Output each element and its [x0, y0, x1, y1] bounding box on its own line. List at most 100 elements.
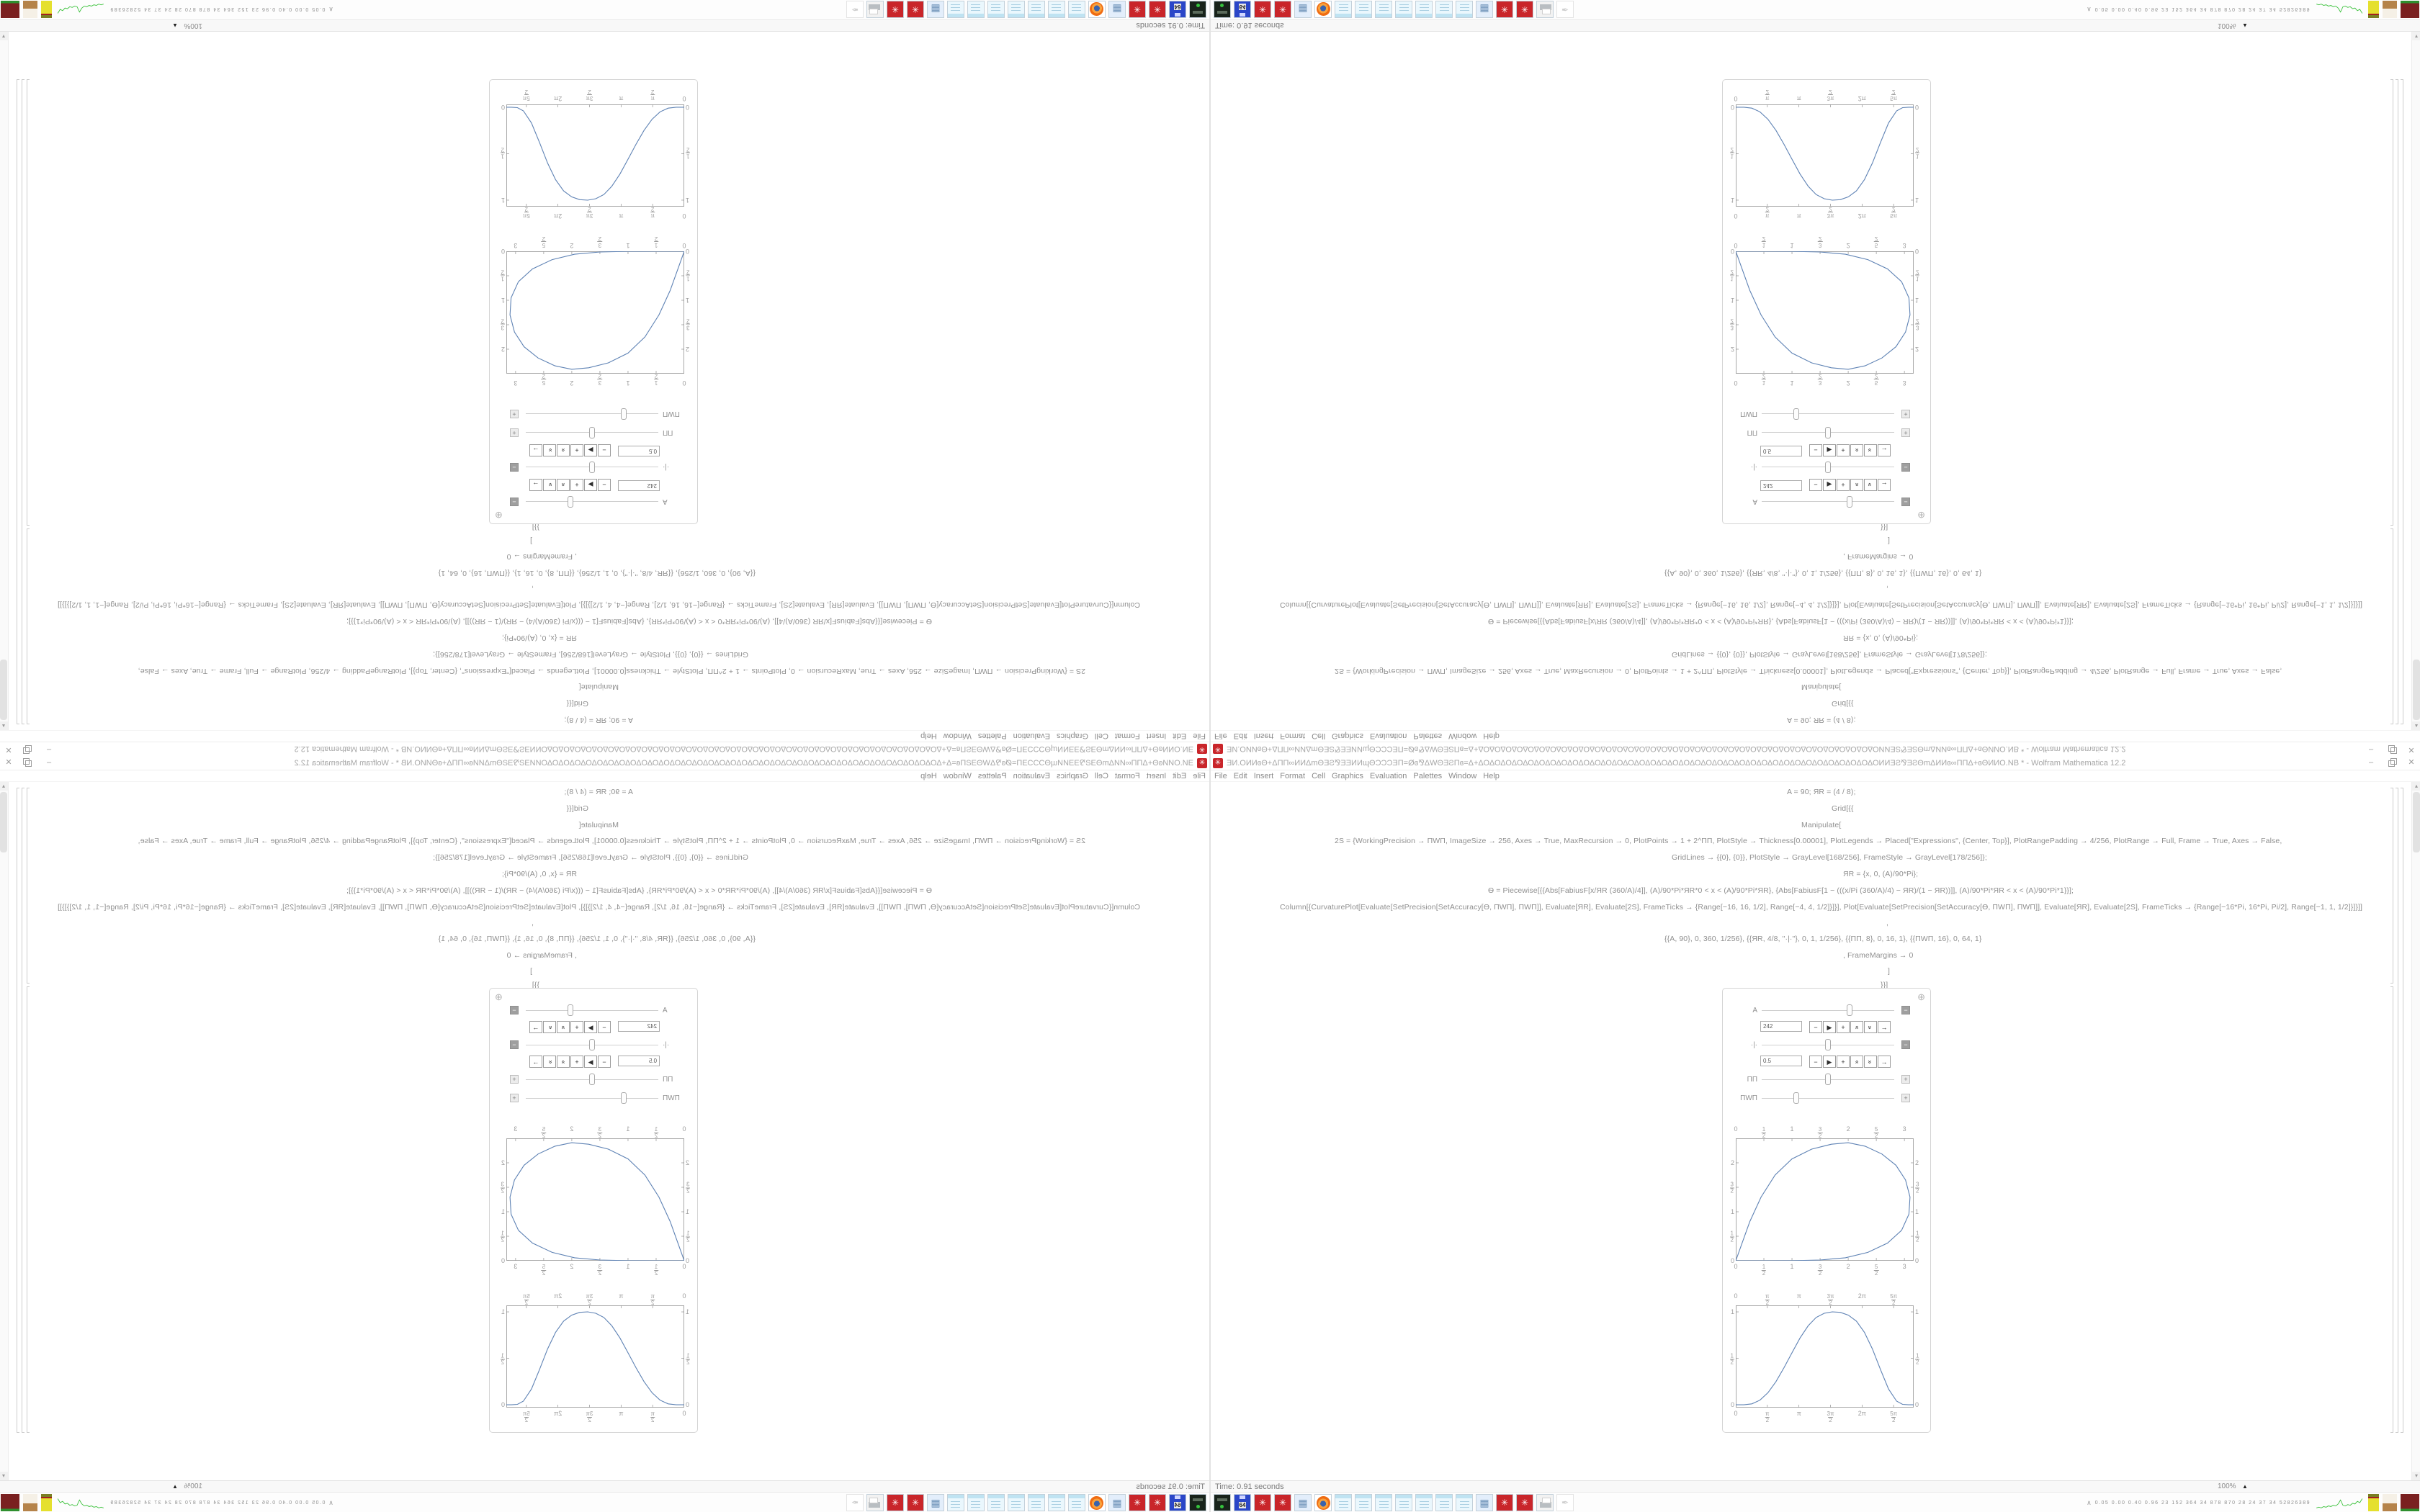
slider-handle-1[interactable]: [1825, 1039, 1831, 1050]
cell-bracket-input[interactable]: [27, 528, 30, 724]
notepad-icon[interactable]: [987, 1494, 1005, 1511]
menu-item-window[interactable]: Window: [943, 732, 972, 741]
notepad-icon[interactable]: [1068, 1494, 1085, 1511]
step-plus-button[interactable]: +: [570, 1056, 583, 1068]
calculator-icon[interactable]: ▦: [1476, 1494, 1493, 1511]
slider-track-3[interactable]: [1762, 408, 1894, 420]
menu-item-help[interactable]: Help: [1483, 732, 1500, 741]
slower-icon[interactable]: »: [543, 479, 556, 491]
gear-icon[interactable]: ✳: [1274, 1494, 1291, 1511]
floppy64-icon[interactable]: 64: [1234, 1494, 1251, 1511]
calculator-icon[interactable]: ▦: [1108, 1494, 1126, 1511]
notepad-icon[interactable]: [1048, 1, 1065, 18]
slower-icon[interactable]: »: [1864, 1021, 1877, 1033]
gear-icon[interactable]: ✳: [1496, 1494, 1513, 1511]
slider-value-field-0[interactable]: 242: [1760, 480, 1802, 491]
restore-button[interactable]: [2385, 757, 2398, 768]
menu-item-edit[interactable]: Edit: [1233, 732, 1247, 741]
cell-bracket-output[interactable]: [27, 986, 30, 1433]
slider-track-3[interactable]: [526, 1092, 658, 1104]
slider-handle-1[interactable]: [589, 462, 595, 473]
menu-item-window[interactable]: Window: [943, 771, 972, 780]
direction-icon[interactable]: →: [1878, 479, 1891, 491]
gear-icon[interactable]: ✳: [1129, 1494, 1146, 1511]
tray-expand-icon[interactable]: ∧: [328, 6, 333, 14]
magnification-popup-icon[interactable]: ▲: [172, 1483, 178, 1490]
slider-track-2[interactable]: [526, 1074, 658, 1085]
cell-bracket-group[interactable]: [2396, 788, 2398, 1433]
magnification-value[interactable]: 100%: [184, 1482, 202, 1490]
menu-item-edit[interactable]: Edit: [1173, 732, 1187, 741]
window-titlebar[interactable]: ✳ ƎИ.ОИИɞΘ+ΔПП∞ИИΔmΘƎƧ⅋ƎƎИИɰΘƆƆƆƎП=Øɞ⅋ΔW…: [1211, 756, 2420, 770]
notepad-icon[interactable]: [1008, 1, 1025, 18]
slider-value-field-1[interactable]: 0.5: [1760, 1056, 1802, 1066]
faster-icon[interactable]: »: [557, 1021, 570, 1033]
slower-icon[interactable]: »: [1864, 444, 1877, 456]
notepad-icon[interactable]: [1335, 1494, 1352, 1511]
cell-bracket-group[interactable]: [22, 788, 24, 1433]
menu-item-edit[interactable]: Edit: [1173, 771, 1187, 780]
vertical-scrollbar[interactable]: ▴ ▾: [2411, 782, 2420, 1480]
gear-icon[interactable]: ✳: [907, 1494, 924, 1511]
window-titlebar[interactable]: ✳ ƎИ.ОИИɞΘ+ΔПП∞ИИΔmΘƎƧ⅋ƎƎИИɰΘƆƆƆƎП=Øɞ⅋ΔW…: [0, 756, 1209, 770]
menu-item-window[interactable]: Window: [1448, 732, 1477, 741]
menu-item-cell[interactable]: Cell: [1312, 732, 1326, 741]
cell-bracket-output[interactable]: [2390, 79, 2393, 526]
menu-item-insert[interactable]: Insert: [1146, 771, 1167, 780]
menu-item-palettes[interactable]: Palettes: [1413, 732, 1443, 741]
slider-track-0[interactable]: [526, 496, 658, 508]
minimize-button[interactable]: –: [46, 758, 52, 767]
vertical-scrollbar[interactable]: ▴ ▾: [2411, 32, 2420, 730]
manipulate-menu-icon[interactable]: ⊕: [1917, 510, 1925, 521]
notepad-icon[interactable]: [967, 1, 985, 18]
menu-item-evaluation[interactable]: Evaluation: [1370, 771, 1407, 780]
scrollbar-thumb[interactable]: [2413, 660, 2420, 720]
slower-icon[interactable]: »: [543, 1056, 556, 1068]
vertical-scrollbar[interactable]: ▴ ▾: [0, 782, 9, 1480]
slower-icon[interactable]: »: [1864, 479, 1877, 491]
calculator-icon[interactable]: ▦: [1294, 1, 1312, 18]
menu-item-palettes[interactable]: Palettes: [1413, 771, 1443, 780]
notepad-icon[interactable]: [987, 1, 1005, 18]
notepad-icon[interactable]: [1028, 1494, 1045, 1511]
cell-bracket-outer[interactable]: [2401, 79, 2403, 724]
quill-icon[interactable]: ✒: [846, 1494, 864, 1511]
printer-icon[interactable]: [1536, 1, 1554, 18]
magnification-value[interactable]: 100%: [2218, 1482, 2236, 1490]
gear-icon[interactable]: ✳: [1516, 1494, 1533, 1511]
menu-item-format[interactable]: Format: [1280, 732, 1306, 741]
notepad-icon[interactable]: [1415, 1494, 1433, 1511]
restore-button[interactable]: [22, 744, 35, 755]
scrollbar-down-icon[interactable]: ▾: [0, 32, 8, 40]
notepad-icon[interactable]: [1028, 1, 1045, 18]
slider-handle-0[interactable]: [567, 496, 573, 508]
cell-bracket-input[interactable]: [2390, 528, 2393, 724]
quill-icon[interactable]: ✒: [1556, 1494, 1574, 1511]
slider-track-2[interactable]: [526, 427, 658, 438]
floppy64-icon[interactable]: 64: [1234, 1, 1251, 18]
menu-item-cell[interactable]: Cell: [1094, 732, 1108, 741]
menu-item-file[interactable]: File: [1214, 771, 1227, 780]
slider-handle-2[interactable]: [589, 427, 595, 438]
menu-item-cell[interactable]: Cell: [1094, 771, 1108, 780]
slider-value-field-1[interactable]: 0.5: [1760, 446, 1802, 456]
menu-item-window[interactable]: Window: [1448, 771, 1477, 780]
menu-item-palettes[interactable]: Palettes: [977, 771, 1007, 780]
manipulate-menu-icon[interactable]: ⊕: [495, 510, 503, 521]
notepad-icon[interactable]: [947, 1, 964, 18]
menu-item-graphics[interactable]: Graphics: [1056, 771, 1088, 780]
firefox-icon[interactable]: [1088, 1, 1106, 18]
slider-track-2[interactable]: [1762, 1074, 1894, 1085]
direction-icon[interactable]: →: [529, 1056, 542, 1068]
scrollbar-thumb[interactable]: [0, 660, 7, 720]
direction-icon[interactable]: →: [529, 444, 542, 456]
direction-icon[interactable]: →: [1878, 1056, 1891, 1068]
tray-expand-icon[interactable]: ∧: [2087, 1498, 2092, 1506]
vertical-scrollbar[interactable]: ▴ ▾: [0, 32, 9, 730]
notepad-icon[interactable]: [947, 1494, 964, 1511]
faster-icon[interactable]: »: [557, 479, 570, 491]
step-plus-button[interactable]: +: [1837, 479, 1850, 491]
slider-handle-2[interactable]: [1825, 1074, 1831, 1085]
calculator-icon[interactable]: ▦: [927, 1494, 944, 1511]
cell-bracket-output[interactable]: [2390, 986, 2393, 1433]
